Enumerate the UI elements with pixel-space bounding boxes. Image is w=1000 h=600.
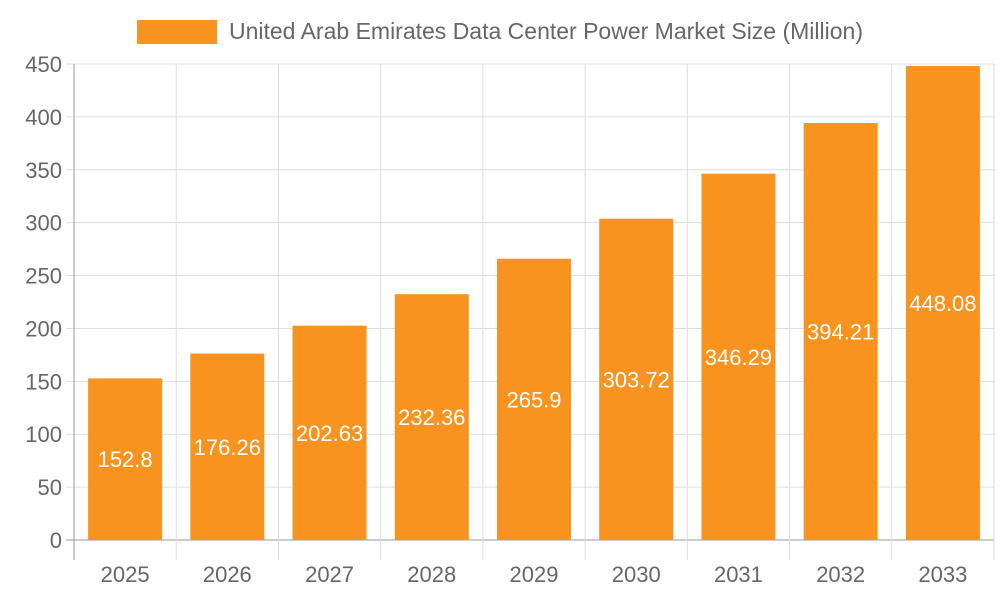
y-tick-label: 400 [25, 105, 62, 130]
bar [190, 353, 265, 540]
data-label: 152.8 [98, 447, 153, 472]
y-tick-label: 150 [25, 369, 62, 394]
bar [905, 66, 980, 540]
bar [88, 378, 163, 540]
x-tick-label: 2031 [714, 562, 763, 587]
bar [701, 173, 776, 540]
x-tick-label: 2026 [203, 562, 252, 587]
y-tick-label: 200 [25, 316, 62, 341]
y-tick-label: 450 [25, 52, 62, 77]
bar [394, 294, 469, 540]
legend-label: United Arab Emirates Data Center Power M… [228, 18, 863, 44]
y-tick-label: 0 [50, 528, 62, 553]
x-tick-label: 2033 [918, 562, 967, 587]
data-label: 176.26 [194, 435, 261, 460]
legend[interactable]: United Arab Emirates Data Center Power M… [0, 18, 1000, 45]
bar [803, 123, 878, 540]
y-tick-label: 100 [25, 422, 62, 447]
data-label: 303.72 [603, 367, 670, 392]
bar [599, 218, 674, 540]
bar [292, 325, 367, 540]
x-tick-label: 2025 [101, 562, 150, 587]
x-tick-label: 2029 [510, 562, 559, 587]
x-tick-label: 2027 [305, 562, 354, 587]
y-tick-label: 300 [25, 211, 62, 236]
data-label: 394.21 [807, 320, 874, 345]
data-label: 232.36 [398, 405, 465, 430]
y-tick-label: 350 [25, 158, 62, 183]
data-label: 346.29 [705, 345, 772, 370]
x-tick-label: 2028 [407, 562, 456, 587]
data-label: 448.08 [909, 291, 976, 316]
bar [497, 258, 571, 540]
data-label: 202.63 [296, 421, 363, 446]
x-tick-label: 2030 [612, 562, 661, 587]
x-tick-label: 2032 [816, 562, 865, 587]
y-tick-label: 250 [25, 264, 62, 289]
data-label: 265.9 [506, 387, 561, 412]
y-tick-label: 50 [38, 475, 62, 500]
legend-swatch [136, 19, 217, 44]
